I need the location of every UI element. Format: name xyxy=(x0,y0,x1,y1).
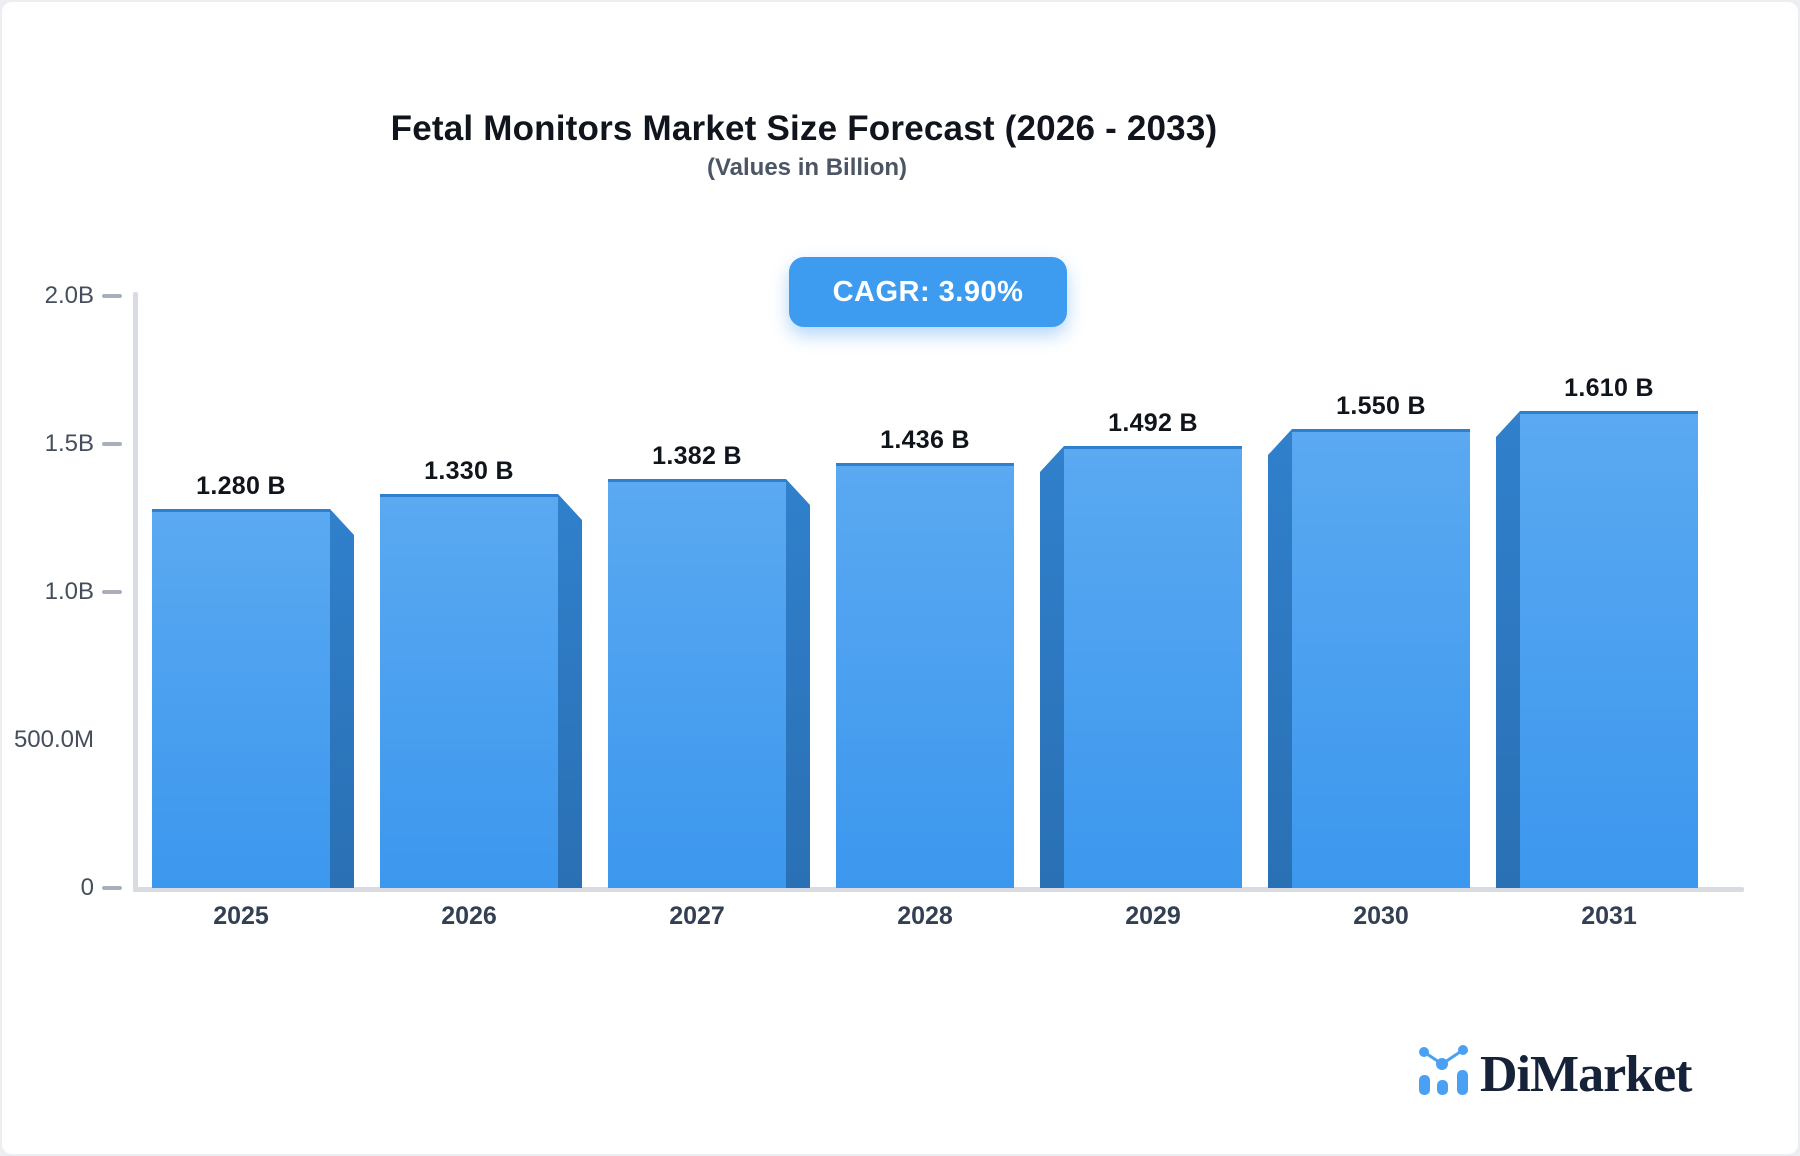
bar-side-face xyxy=(1496,411,1520,888)
x-axis-label-2030: 2030 xyxy=(1353,902,1409,930)
bar-2027 xyxy=(608,479,786,888)
y-axis-tick-mark xyxy=(102,294,122,298)
bar-2028 xyxy=(836,463,1014,888)
bar-side-face xyxy=(558,494,582,888)
bar-value-label: 1.436 B xyxy=(880,426,970,454)
chart-subtitle: (Values in Billion) xyxy=(706,154,908,181)
bar-value-label: 1.280 B xyxy=(196,472,286,500)
y-axis-tick-label: 500.0M xyxy=(13,726,94,753)
bar-value-label: 1.550 B xyxy=(1336,392,1426,420)
bar-2025 xyxy=(152,509,330,888)
x-axis-label-2027: 2027 xyxy=(669,902,725,930)
y-axis-tick-mark xyxy=(102,442,122,446)
x-axis-label-2029: 2029 xyxy=(1125,902,1181,930)
dimarket-logo-icon xyxy=(1419,1045,1468,1095)
bar-side-face xyxy=(786,479,810,888)
bar-2030 xyxy=(1292,429,1470,888)
x-axis-label-2028: 2028 xyxy=(897,902,953,930)
bar-value-label: 1.382 B xyxy=(652,442,742,470)
y-axis-tick-mark xyxy=(102,886,122,890)
y-axis-tick-label: 2.0B xyxy=(44,282,94,309)
brand-logo: DiMarket xyxy=(1418,1042,1758,1122)
bar-value-label: 1.330 B xyxy=(424,457,514,485)
y-axis-line xyxy=(133,292,138,892)
bar-side-face xyxy=(1040,446,1064,888)
y-axis-tick-label: 0 xyxy=(80,874,94,901)
x-axis-label-2031: 2031 xyxy=(1581,902,1637,930)
y-axis-tick-label: 1.5B xyxy=(44,430,94,457)
brand-name: DiMarket xyxy=(1480,1046,1692,1103)
x-axis-label-2025: 2025 xyxy=(213,902,269,930)
bar-2029 xyxy=(1064,446,1242,888)
bar-value-label: 1.492 B xyxy=(1108,409,1198,437)
cagr-badge: CAGR: 3.90% xyxy=(789,257,1067,327)
x-axis-line xyxy=(133,887,1744,892)
bar-2026 xyxy=(380,494,558,888)
bar-side-face xyxy=(1268,429,1292,888)
y-axis-tick-mark xyxy=(102,590,122,594)
bar-value-label: 1.610 B xyxy=(1564,374,1654,402)
chart-title: Fetal Monitors Market Size Forecast (202… xyxy=(390,109,1218,148)
y-axis-tick-label: 1.0B xyxy=(44,578,94,605)
cagr-badge-label: CAGR: 3.90% xyxy=(832,275,1024,308)
x-axis-label-2026: 2026 xyxy=(441,902,497,930)
bar-2031 xyxy=(1520,411,1698,888)
bar-side-face xyxy=(330,509,354,888)
